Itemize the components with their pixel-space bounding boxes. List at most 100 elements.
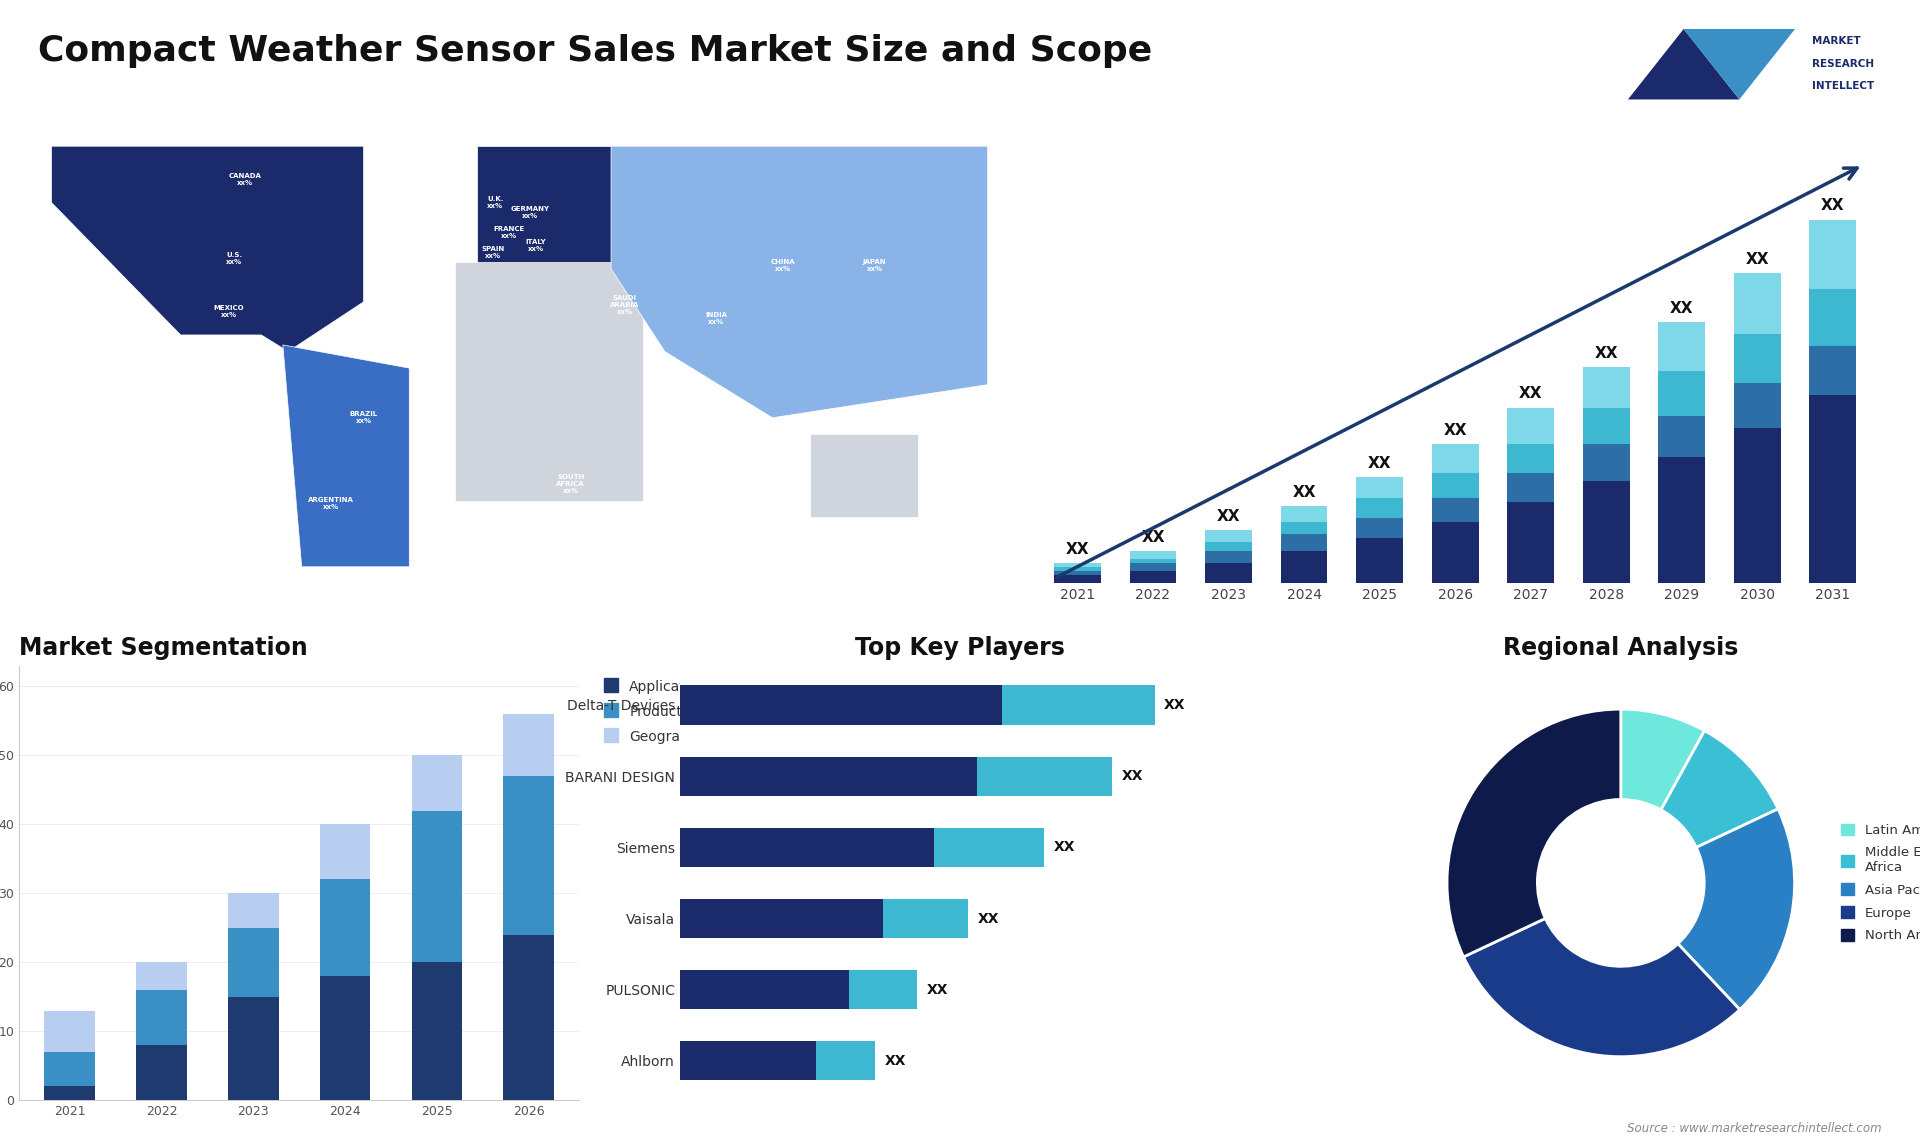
Polygon shape bbox=[1684, 29, 1795, 100]
Bar bbox=[44, 1086, 94, 1100]
Text: Compact Weather Sensor Sales Market Size and Scope: Compact Weather Sensor Sales Market Size… bbox=[38, 34, 1152, 69]
Bar bbox=[228, 893, 278, 928]
Bar bbox=[1507, 502, 1553, 583]
Bar bbox=[977, 756, 1112, 795]
Bar bbox=[1432, 497, 1478, 523]
Bar bbox=[680, 685, 1002, 724]
Text: SOUTH
AFRICA
xx%: SOUTH AFRICA xx% bbox=[557, 474, 586, 494]
Bar bbox=[1206, 542, 1252, 551]
Bar bbox=[411, 810, 463, 963]
Legend: Application, Product, Geography: Application, Product, Geography bbox=[597, 673, 714, 751]
Polygon shape bbox=[282, 345, 409, 567]
Bar bbox=[1582, 408, 1630, 445]
Text: GERMANY
xx%: GERMANY xx% bbox=[511, 206, 549, 219]
Polygon shape bbox=[455, 262, 643, 501]
Bar bbox=[1356, 497, 1404, 518]
Text: XX: XX bbox=[1121, 769, 1142, 783]
Bar bbox=[1281, 551, 1327, 583]
Bar bbox=[935, 827, 1044, 866]
Bar bbox=[1507, 408, 1553, 445]
Text: XX: XX bbox=[1066, 542, 1089, 557]
Text: XX: XX bbox=[1670, 300, 1693, 315]
Bar bbox=[321, 976, 371, 1100]
Bar bbox=[411, 755, 463, 810]
Bar bbox=[1659, 416, 1705, 456]
Bar bbox=[1129, 551, 1177, 559]
Bar bbox=[680, 898, 883, 939]
Text: SPAIN
xx%: SPAIN xx% bbox=[482, 245, 505, 259]
Title: Regional Analysis: Regional Analysis bbox=[1503, 636, 1738, 660]
Bar bbox=[1582, 481, 1630, 583]
Text: XX: XX bbox=[1745, 252, 1768, 267]
Text: XX: XX bbox=[1820, 198, 1845, 213]
Bar bbox=[1281, 534, 1327, 551]
Bar bbox=[1432, 445, 1478, 473]
Text: XX: XX bbox=[1594, 346, 1619, 361]
Polygon shape bbox=[1628, 29, 1740, 100]
Text: XX: XX bbox=[1292, 485, 1315, 500]
Bar bbox=[1206, 531, 1252, 542]
Bar bbox=[1054, 567, 1100, 571]
Polygon shape bbox=[810, 434, 918, 517]
Text: BRAZIL
xx%: BRAZIL xx% bbox=[349, 411, 378, 424]
Bar bbox=[1206, 563, 1252, 583]
Text: XX: XX bbox=[1140, 529, 1165, 544]
Polygon shape bbox=[611, 147, 987, 418]
Text: INTELLECT: INTELLECT bbox=[1812, 81, 1874, 92]
Bar bbox=[1356, 539, 1404, 583]
Wedge shape bbox=[1620, 709, 1705, 810]
Wedge shape bbox=[1661, 731, 1778, 847]
Wedge shape bbox=[1448, 709, 1620, 957]
Bar bbox=[1432, 473, 1478, 497]
Bar bbox=[680, 827, 935, 866]
Text: MEXICO
xx%: MEXICO xx% bbox=[213, 305, 244, 319]
Text: XX: XX bbox=[977, 911, 998, 926]
Text: U.K.
xx%: U.K. xx% bbox=[488, 196, 503, 209]
Bar bbox=[321, 824, 371, 879]
Text: SAUDI
ARABIA
xx%: SAUDI ARABIA xx% bbox=[611, 296, 639, 315]
Text: FRANCE
xx%: FRANCE xx% bbox=[493, 226, 524, 238]
Text: ITALY
xx%: ITALY xx% bbox=[526, 240, 545, 252]
Text: XX: XX bbox=[1444, 423, 1467, 438]
Bar bbox=[503, 714, 555, 776]
Bar bbox=[680, 756, 977, 795]
Bar bbox=[1659, 322, 1705, 371]
Bar bbox=[1734, 333, 1780, 383]
Text: CHINA
xx%: CHINA xx% bbox=[772, 259, 795, 272]
Bar bbox=[1809, 220, 1857, 289]
Bar bbox=[1659, 371, 1705, 416]
Text: ARGENTINA
xx%: ARGENTINA xx% bbox=[309, 497, 353, 510]
Bar bbox=[1054, 563, 1100, 567]
Bar bbox=[849, 971, 918, 1010]
Bar bbox=[680, 971, 849, 1010]
Text: XX: XX bbox=[885, 1054, 906, 1068]
Bar bbox=[228, 997, 278, 1100]
Text: Source : www.marketresearchintellect.com: Source : www.marketresearchintellect.com bbox=[1626, 1122, 1882, 1135]
Bar bbox=[1129, 559, 1177, 563]
Bar bbox=[1206, 551, 1252, 563]
Bar bbox=[411, 963, 463, 1100]
Bar bbox=[1281, 523, 1327, 534]
Bar bbox=[816, 1042, 876, 1081]
Bar bbox=[1356, 518, 1404, 539]
Bar bbox=[1734, 427, 1780, 583]
Bar bbox=[1054, 571, 1100, 575]
Text: JAPAN
xx%: JAPAN xx% bbox=[862, 259, 887, 272]
Bar bbox=[1054, 575, 1100, 583]
Polygon shape bbox=[52, 147, 363, 352]
Text: U.S.
xx%: U.S. xx% bbox=[227, 252, 242, 265]
Bar bbox=[883, 898, 968, 939]
Text: XX: XX bbox=[1519, 386, 1542, 401]
Bar bbox=[1809, 346, 1857, 395]
Bar bbox=[1507, 473, 1553, 502]
Bar bbox=[136, 990, 186, 1045]
Bar bbox=[1432, 523, 1478, 583]
Bar bbox=[1582, 367, 1630, 408]
Bar bbox=[1734, 273, 1780, 333]
Bar bbox=[1281, 505, 1327, 523]
Polygon shape bbox=[476, 147, 611, 268]
Text: XX: XX bbox=[1054, 840, 1075, 854]
Wedge shape bbox=[1463, 918, 1740, 1057]
Bar bbox=[1356, 477, 1404, 497]
Bar bbox=[680, 1042, 816, 1081]
